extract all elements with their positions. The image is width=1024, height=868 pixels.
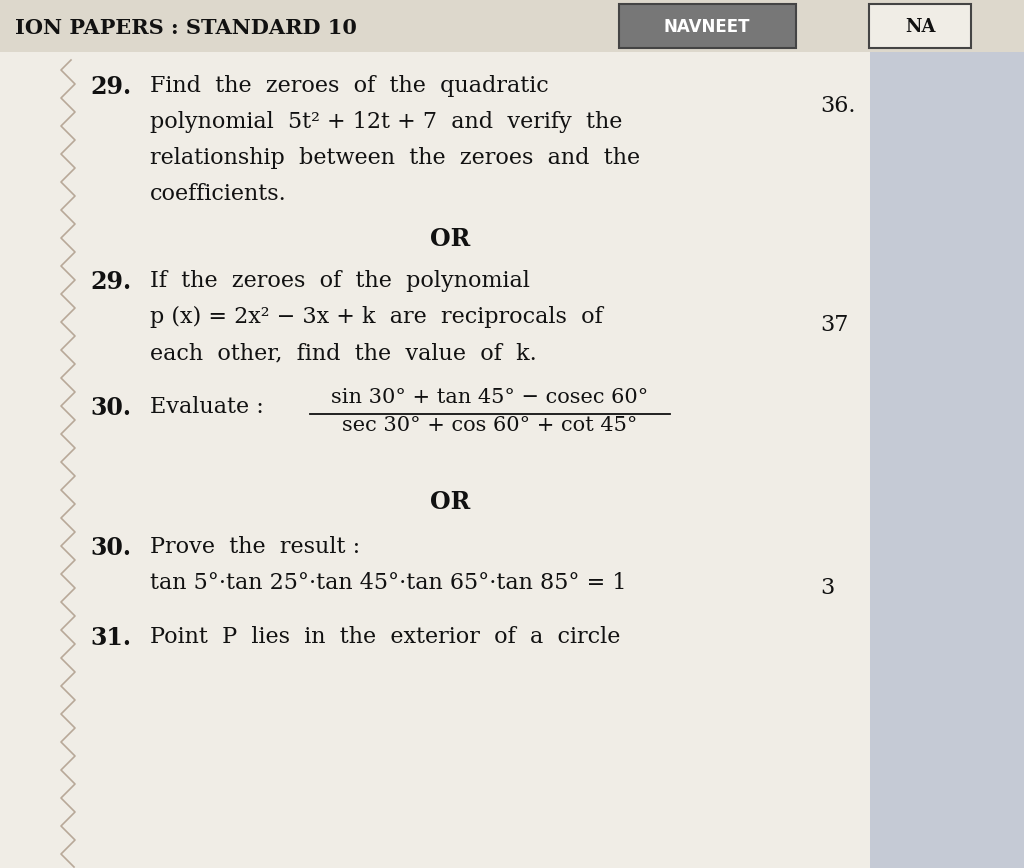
Bar [860, 0, 1024, 868]
Text: 36.: 36. [820, 95, 855, 117]
FancyBboxPatch shape [869, 4, 971, 48]
Text: OR: OR [430, 227, 470, 251]
Text: 31.: 31. [90, 626, 131, 650]
Text: tan 5°·tan 25°·tan 45°·tan 65°·tan 85° = 1: tan 5°·tan 25°·tan 45°·tan 65°·tan 85° =… [150, 572, 627, 594]
Text: sin 30° + tan 45° − cosec 60°: sin 30° + tan 45° − cosec 60° [332, 388, 648, 407]
Text: Prove  the  result :: Prove the result : [150, 536, 360, 558]
Text: ION PAPERS : STANDARD 10: ION PAPERS : STANDARD 10 [15, 18, 357, 38]
Text: 29.: 29. [90, 75, 131, 99]
Text: each  other,  find  the  value  of  k.: each other, find the value of k. [150, 342, 537, 364]
Text: sec 30° + cos 60° + cot 45°: sec 30° + cos 60° + cot 45° [342, 416, 638, 435]
Text: If  the  zeroes  of  the  polynomial: If the zeroes of the polynomial [150, 270, 529, 292]
Text: p (x) = 2x² − 3x + k  are  reciprocals  of: p (x) = 2x² − 3x + k are reciprocals of [150, 306, 603, 328]
Text: coefficients.: coefficients. [150, 183, 287, 205]
Text: polynomial  5t² + 12t + 7  and  verify  the: polynomial 5t² + 12t + 7 and verify the [150, 111, 623, 133]
FancyBboxPatch shape [618, 4, 796, 48]
Text: Find  the  zeroes  of  the  quadratic: Find the zeroes of the quadratic [150, 75, 549, 97]
Text: 29.: 29. [90, 270, 131, 294]
Text: 30.: 30. [90, 536, 131, 560]
Text: Evaluate :: Evaluate : [150, 396, 264, 418]
Bar [0, 0, 1024, 52]
Text: Point  P  lies  in  the  exterior  of  a  circle: Point P lies in the exterior of a circle [150, 626, 621, 648]
Text: relationship  between  the  zeroes  and  the: relationship between the zeroes and the [150, 147, 640, 169]
Text: NA: NA [905, 18, 935, 36]
Text: 30.: 30. [90, 396, 131, 420]
Bar [0, 0, 870, 868]
Text: NAVNEET: NAVNEET [664, 18, 751, 36]
Text: 3: 3 [820, 577, 835, 599]
Text: 37: 37 [820, 314, 848, 336]
Text: OR: OR [430, 490, 470, 514]
